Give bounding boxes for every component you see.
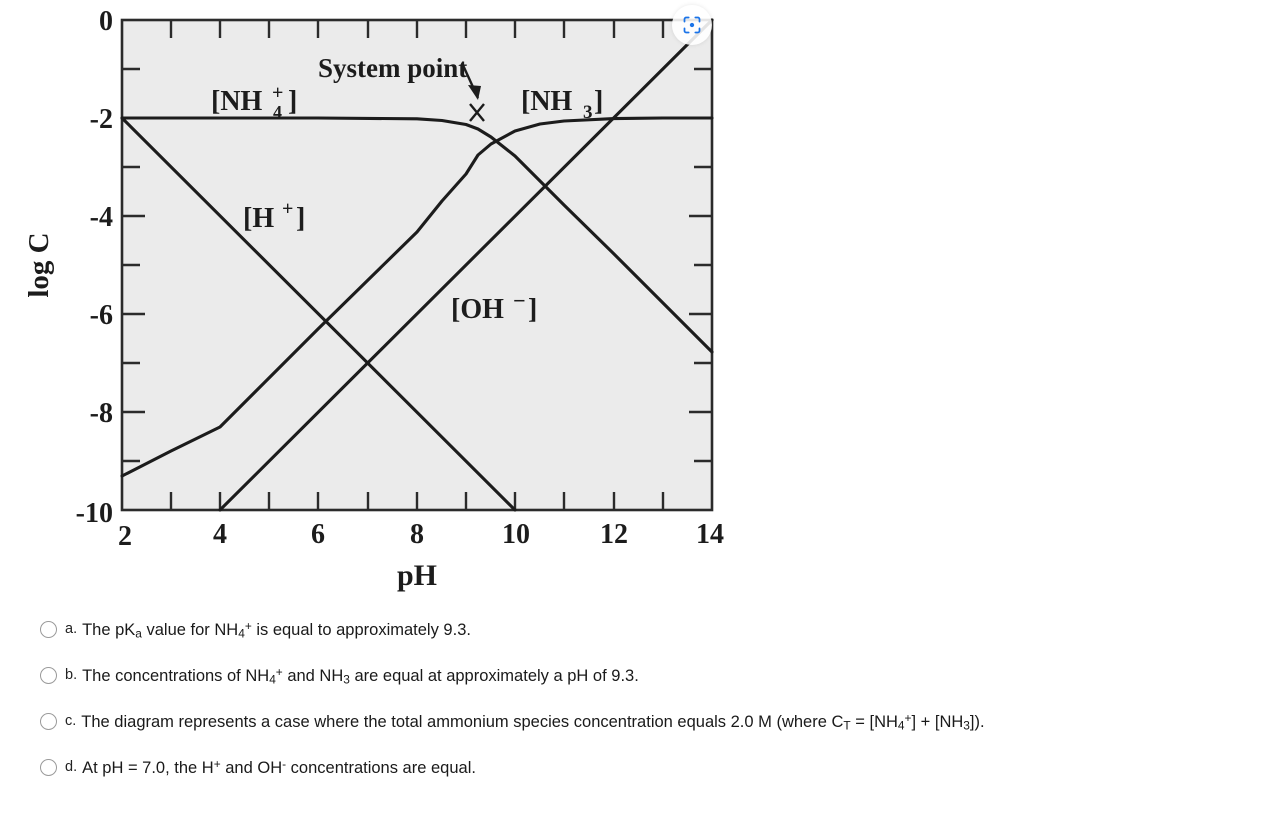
lens-scan-icon [683,16,701,34]
curve-nh4-plus [120,116,714,354]
curve-oh-minus [218,18,714,512]
svg-text:+: + [272,82,283,104]
nh3-label: [NH 3 ] [521,86,603,123]
svg-text:[H: [H [243,203,274,234]
nh4-plus-label: [NH 4 + ] [211,82,297,122]
x-tick-label: 4 [213,519,227,550]
y-tick-label: -8 [90,398,113,429]
svg-text:]: ] [288,86,297,117]
x-tick-label: 12 [600,519,628,550]
log-c-ph-diagram-figure: System point [NH 4 + ] [NH 3 ] [H + ] [O… [0,0,760,600]
option-letter-b: b. [65,667,78,683]
svg-text:3: 3 [583,102,593,123]
y-axis-title: log C [23,232,55,297]
y-axis-ticks [122,67,712,463]
curve-nh3 [120,116,714,478]
answer-option-a[interactable]: a. The pKa value for NH4+ is equal to ap… [0,618,1275,664]
option-text-c: The diagram represents a case where the … [81,711,985,733]
radio-option-d[interactable] [40,759,57,776]
log-c-vs-ph-chart: System point [NH 4 + ] [NH 3 ] [H + ] [O… [23,6,724,592]
option-letter-a: a. [65,621,78,637]
x-tick-label: 14 [696,519,724,550]
svg-text:−: − [513,288,526,313]
answer-option-d[interactable]: d. At pH = 7.0, the H+ and OH- concentra… [0,756,1275,802]
x-tick-label: 8 [410,519,424,550]
radio-option-b[interactable] [40,667,57,684]
answer-option-b[interactable]: b. The concentrations of NH4+ and NH3 ar… [0,664,1275,710]
option-text-a: The pKa value for NH4+ is equal to appro… [82,619,471,641]
answer-option-c[interactable]: c. The diagram represents a case where t… [0,710,1275,756]
x-axis-title: pH [397,559,437,592]
x-tick-label: 10 [502,519,530,550]
svg-text:]: ] [528,294,537,325]
x-tick-label: 2 [118,521,132,552]
y-tick-label: -6 [90,300,113,331]
lens-scan-icon-badge[interactable] [672,5,712,45]
y-tick-label: -10 [76,498,113,529]
radio-option-a[interactable] [40,621,57,638]
x-tick-labels: 2 4 6 8 10 12 14 [118,519,724,552]
curve-h-plus [120,116,517,512]
system-point-label: System point [318,53,467,83]
h-plus-label: [H + ] [243,198,305,234]
svg-text:+: + [282,198,293,220]
option-letter-d: d. [65,759,78,775]
y-tick-label: -4 [90,202,113,233]
svg-text:[NH: [NH [211,86,263,117]
y-tick-label: 0 [99,6,113,37]
y-tick-labels: 0 -2 -4 -6 -8 -10 [76,6,113,529]
radio-option-c[interactable] [40,713,57,730]
x-axis-ticks [169,20,665,510]
svg-text:[NH: [NH [521,86,573,117]
svg-text:]: ] [296,203,305,234]
option-letter-c: c. [65,713,77,729]
x-tick-label: 6 [311,519,325,550]
svg-text:4: 4 [273,102,282,122]
chart-curves [120,18,714,512]
svg-text:[OH: [OH [451,294,504,325]
answer-options-list: a. The pKa value for NH4+ is equal to ap… [0,618,1275,802]
system-point-marker [469,103,485,122]
option-text-b: The concentrations of NH4+ and NH3 are e… [82,665,639,687]
option-text-d: At pH = 7.0, the H+ and OH- concentratio… [82,757,476,777]
oh-minus-label: [OH − ] [451,288,537,325]
system-point-arrow [460,62,481,100]
svg-text:]: ] [594,86,603,117]
y-tick-label: -2 [90,104,113,135]
